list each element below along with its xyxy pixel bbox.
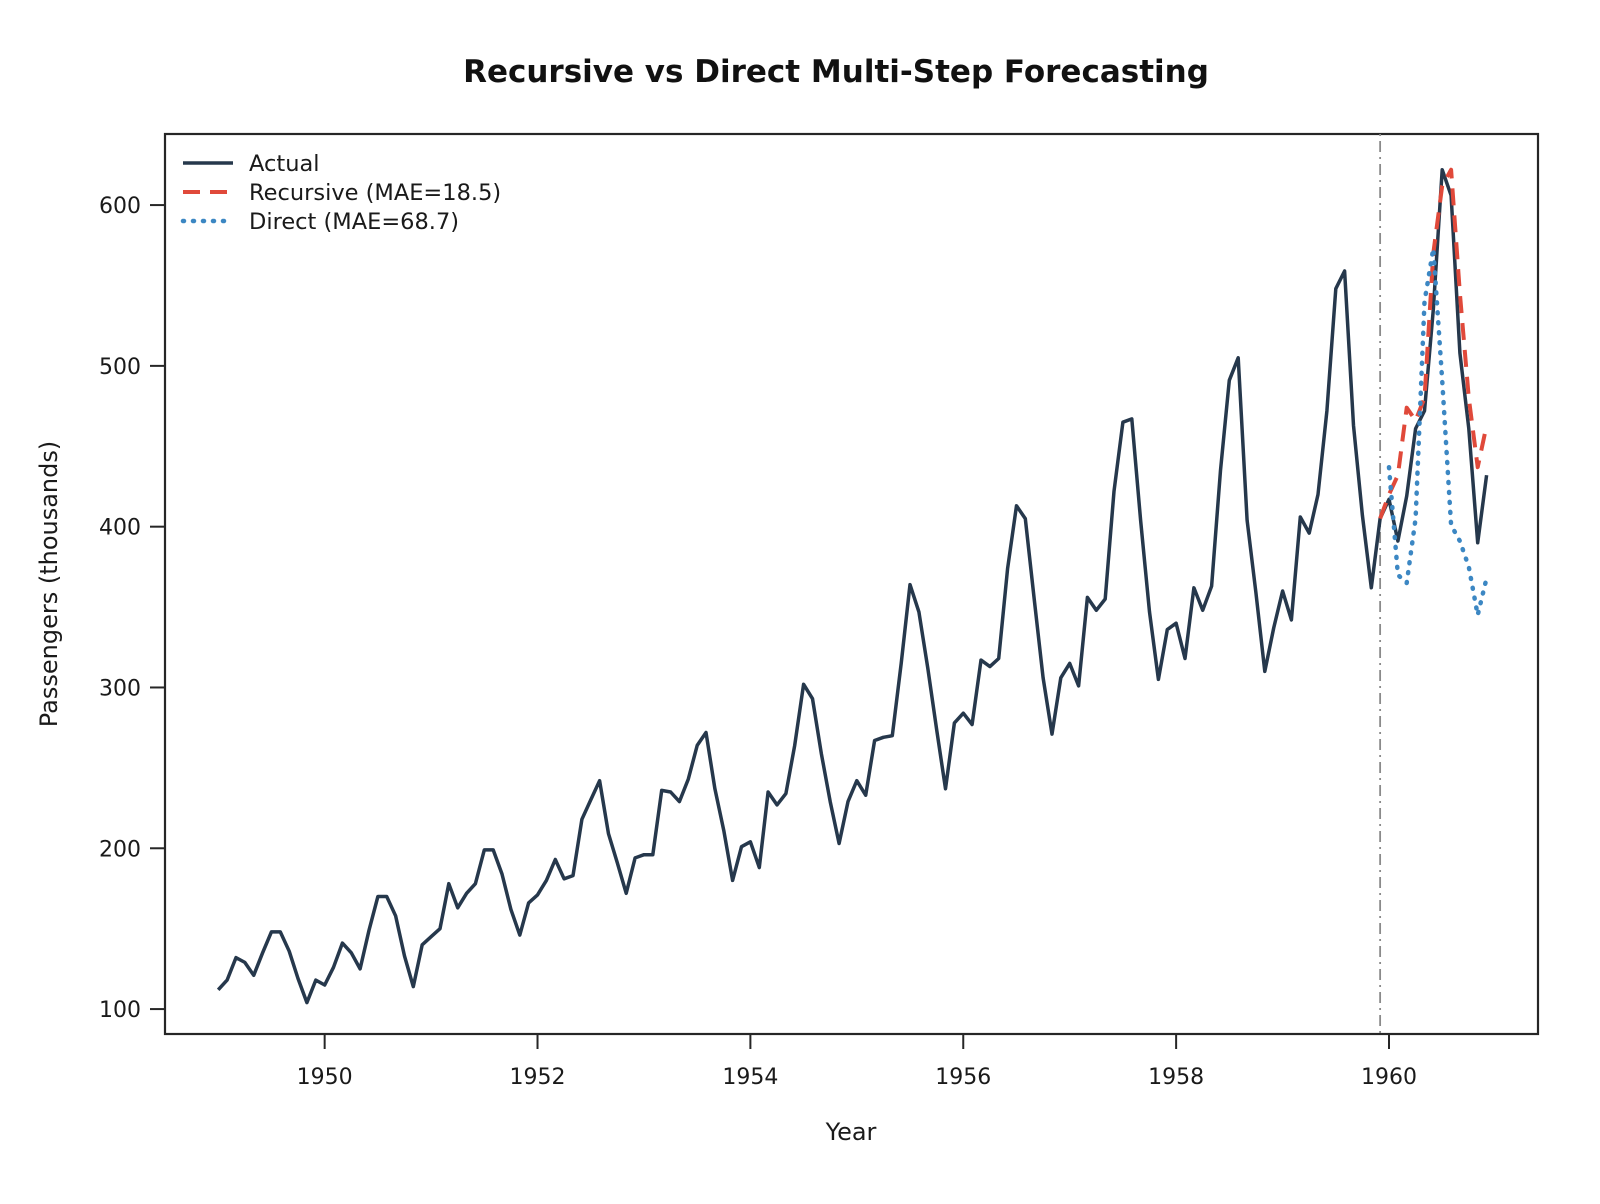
chart-title: Recursive vs Direct Multi-Step Forecasti… (463, 54, 1209, 90)
series-line-actual (216, 167, 1489, 1005)
x-tick-label-1956: 1956 (935, 1065, 991, 1090)
x-tick-label-1952: 1952 (510, 1065, 566, 1090)
y-axis: 100 200 300 400 500 600 (99, 194, 165, 1023)
legend-label-recursive: Recursive (MAE=18.5) (249, 180, 501, 206)
x-tick-label-1958: 1958 (1148, 1065, 1204, 1090)
y-tick-label-600: 600 (99, 194, 141, 219)
legend: Actual Recursive (MAE=18.5) Direct (MAE=… (180, 151, 501, 235)
legend-label-direct: Direct (MAE=68.7) (249, 209, 459, 235)
series-line-direct (1386, 246, 1489, 618)
legend-label-actual: Actual (249, 151, 320, 177)
y-tick-label-500: 500 (99, 355, 141, 380)
y-tick-label-100: 100 (99, 998, 141, 1023)
x-tick-label-1960: 1960 (1361, 1065, 1417, 1090)
x-tick-label-1954: 1954 (722, 1065, 778, 1090)
y-tick-label-400: 400 (99, 516, 141, 541)
plot-area (163, 132, 1540, 1036)
series-layer (216, 134, 1489, 1034)
x-axis-label: Year (825, 1118, 877, 1146)
y-axis-label: Passengers (thousands) (35, 441, 63, 728)
y-tick-label-200: 200 (99, 837, 141, 862)
y-tick-label-300: 300 (99, 676, 141, 701)
x-tick-label-1950: 1950 (297, 1065, 353, 1090)
x-axis: 1950 1952 1954 1956 1958 1960 (297, 1034, 1417, 1090)
